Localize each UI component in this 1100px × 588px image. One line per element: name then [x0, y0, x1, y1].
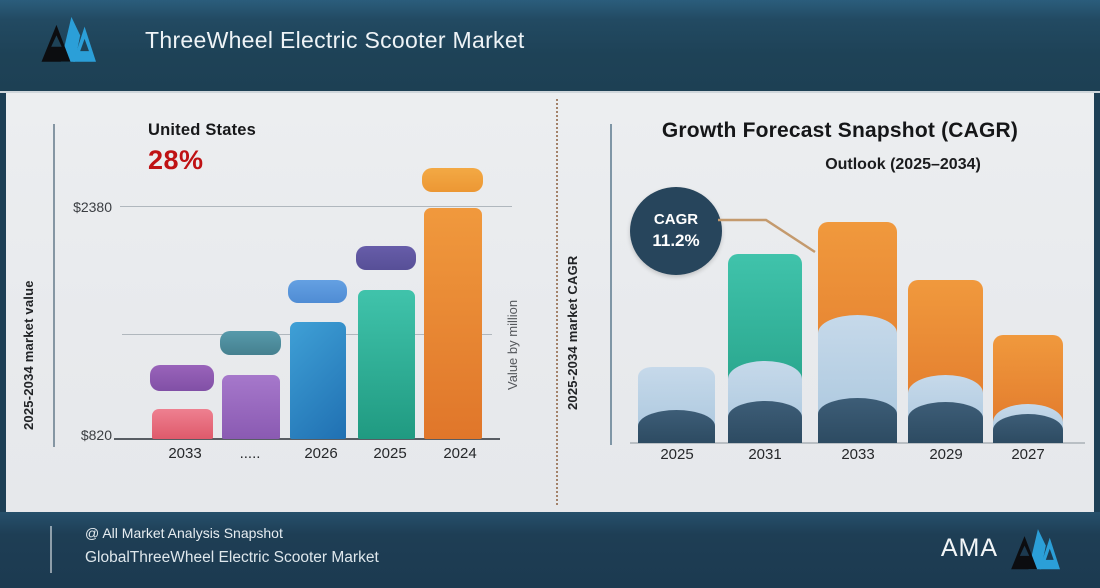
- plot-layer: 2025-2034 market value United States 28%…: [0, 93, 1100, 512]
- x-label-2033: 2033: [168, 445, 202, 462]
- bar-2024: [424, 208, 482, 439]
- x-label-2025: 2025: [660, 446, 694, 463]
- right-chart-title: Growth Forecast Snapshot (CAGR): [661, 119, 1019, 142]
- x-label-2026: 2026: [304, 445, 338, 462]
- panel-divider: [556, 99, 558, 505]
- footer-divider: [50, 526, 52, 573]
- right-x-axis-line: [630, 442, 1085, 444]
- cagr-badge-value: 11.2%: [652, 230, 700, 250]
- right-y-axis-label: 2025-2034 market CAGR: [565, 255, 580, 410]
- footer-line2: GlobalThreeWheel Electric Scooter Market: [85, 549, 379, 566]
- ama-logo-footer-icon: [1011, 529, 1060, 570]
- left-tick-820: $820: [80, 427, 112, 443]
- bar-2033-segment-navy: [818, 397, 897, 443]
- footer-texts: @ All Market Analysis Snapshot GlobalThr…: [85, 525, 379, 567]
- x-label-2033: 2033: [841, 446, 875, 463]
- footer-brand: AMA: [941, 526, 1060, 570]
- footer-line1: @ All Market Analysis Snapshot: [85, 525, 283, 541]
- gridline-upper: [120, 206, 512, 207]
- left-chart-title-text: United States: [148, 121, 257, 139]
- x-label-2025: 2025: [373, 445, 407, 462]
- left-tick-2380: $2380: [73, 199, 112, 215]
- badge-connector-line: [718, 218, 816, 254]
- accent-segment-2033: [150, 364, 214, 392]
- footer: @ All Market Analysis Snapshot GlobalThr…: [0, 512, 1100, 588]
- x-label-2024: 2024: [443, 445, 477, 462]
- ama-logo-icon: [41, 16, 96, 62]
- accent-segment-2025: [356, 246, 416, 270]
- left-y-axis-line: [53, 124, 55, 447]
- accent-segment-2026: [288, 280, 347, 304]
- bar-2025: [358, 290, 415, 439]
- left-chart-title: United States 28%: [148, 121, 256, 176]
- x-label-2029: 2029: [929, 446, 963, 463]
- left-chart-highlight: 28%: [148, 145, 204, 175]
- header: ThreeWheel Electric Scooter Market: [0, 0, 1100, 93]
- left-y-axis-label: 2025-2034 market value: [21, 280, 36, 430]
- left-secondary-axis-label: Value by million: [505, 299, 520, 390]
- bar-2033: [152, 408, 213, 439]
- cagr-badge-label: CAGR: [653, 211, 699, 228]
- bar-2027-segment-navy: [993, 414, 1063, 443]
- cagr-badge: CAGR 11.2%: [630, 187, 722, 275]
- x-label-2031: 2031: [748, 446, 782, 463]
- right-chart-subtitle: Outlook (2025–2034): [825, 156, 981, 173]
- bar-2031-segment-navy: [728, 401, 802, 443]
- bar-2026: [290, 322, 346, 439]
- bar-.....: [222, 375, 280, 439]
- bar-2025-segment-navy: [638, 410, 715, 443]
- accent-segment-.....: [220, 331, 281, 355]
- right-y-axis-line: [610, 124, 612, 445]
- footer-brand-text: AMA: [940, 533, 998, 562]
- x-label-2027: 2027: [1011, 446, 1045, 463]
- left-x-axis-line: [114, 438, 500, 440]
- x-label-.....: .....: [239, 445, 261, 462]
- bar-2029-segment-navy: [908, 402, 983, 443]
- page-title: ThreeWheel Electric Scooter Market: [145, 27, 525, 53]
- accent-segment-2024: [422, 167, 483, 193]
- charts-area: 2025-2034 market value United States 28%…: [0, 93, 1100, 512]
